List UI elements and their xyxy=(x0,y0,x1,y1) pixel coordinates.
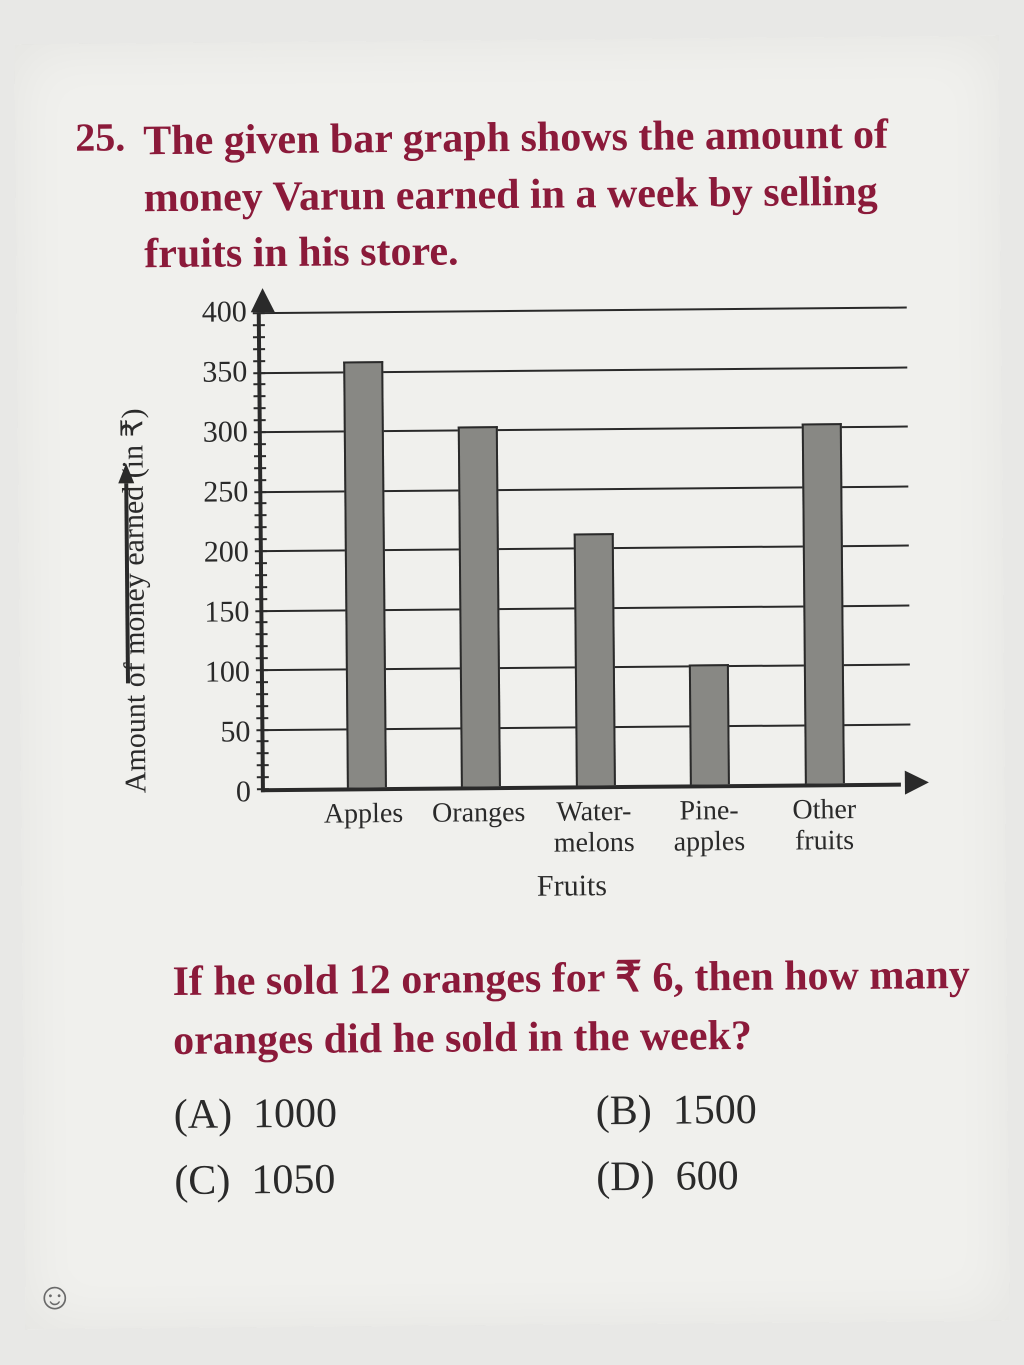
bar xyxy=(343,361,387,787)
minor-tick xyxy=(255,586,267,588)
minor-tick xyxy=(253,360,265,362)
minor-tick xyxy=(255,514,267,516)
x-axis-label: Fruits xyxy=(537,869,607,904)
bar xyxy=(689,664,730,784)
option-a-value: 1000 xyxy=(253,1090,337,1137)
minor-tick xyxy=(255,610,267,612)
x-axis-arrow-icon xyxy=(905,770,929,794)
y-tick: 150 xyxy=(204,595,249,629)
minor-tick xyxy=(254,431,266,433)
minor-tick xyxy=(256,729,268,731)
y-tick: 250 xyxy=(203,475,248,509)
minor-tick xyxy=(254,443,266,445)
option-c-value: 1050 xyxy=(251,1156,335,1203)
minor-tick xyxy=(256,741,268,743)
option-a[interactable]: (A) 1000 xyxy=(174,1087,556,1138)
option-c[interactable]: (C) 1050 xyxy=(174,1153,556,1204)
x-label: Apples xyxy=(324,799,404,830)
minor-tick xyxy=(257,788,269,790)
minor-tick xyxy=(253,312,265,314)
smiley-icon: ☺ xyxy=(35,1275,74,1319)
x-tick-labels: ApplesOrangesWater-melonsPine-applesOthe… xyxy=(261,795,901,801)
y-tick-labels: 050100150200250300350400 xyxy=(187,312,251,793)
option-a-label: (A) xyxy=(174,1091,233,1138)
x-label: Otherfruits xyxy=(792,795,856,857)
y-axis-arrow-icon xyxy=(251,288,275,312)
minor-tick xyxy=(253,395,265,397)
minor-tick xyxy=(255,574,267,576)
minor-tick xyxy=(256,705,268,707)
minor-tick xyxy=(255,538,267,540)
y-axis-label-group: Amount of money earned (in ₹) xyxy=(97,363,140,753)
question-text: The given bar graph shows the amount of … xyxy=(143,106,970,283)
minor-tick xyxy=(254,503,266,505)
y-tick: 350 xyxy=(202,355,247,389)
minor-tick xyxy=(257,764,269,766)
minor-tick xyxy=(255,598,267,600)
chart-container: Amount of money earned (in ₹) 0501001502… xyxy=(147,306,931,793)
x-label: Pine-apples xyxy=(673,796,745,858)
option-d[interactable]: (D) 600 xyxy=(596,1150,978,1201)
plot-area xyxy=(257,307,901,793)
y-axis-label: Amount of money earned (in ₹) xyxy=(115,391,154,811)
minor-tick xyxy=(256,681,268,683)
x-label: Water-melons xyxy=(553,797,634,859)
y-tick: 400 xyxy=(202,295,247,329)
gridline xyxy=(261,307,907,315)
minor-tick xyxy=(254,455,266,457)
minor-tick xyxy=(255,622,267,624)
option-b-label: (B) xyxy=(596,1087,652,1133)
bar xyxy=(458,426,501,786)
minor-tick xyxy=(253,348,265,350)
minor-tick xyxy=(256,633,268,635)
minor-tick xyxy=(254,467,266,469)
minor-tick xyxy=(253,336,265,338)
minor-tick xyxy=(253,372,265,374)
minor-tick xyxy=(255,526,267,528)
option-d-value: 600 xyxy=(675,1153,738,1200)
bar xyxy=(573,533,615,785)
question-number: 25. xyxy=(75,113,125,161)
y-tick: 0 xyxy=(236,775,251,809)
y-tick: 200 xyxy=(204,535,249,569)
minor-tick xyxy=(253,384,265,386)
minor-tick xyxy=(257,776,269,778)
minor-tick xyxy=(254,491,266,493)
minor-tick xyxy=(256,669,268,671)
option-d-label: (D) xyxy=(596,1153,655,1200)
minor-tick xyxy=(255,550,267,552)
bar-chart: 050100150200250300350400 ApplesOrangesWa… xyxy=(257,307,901,793)
y-tick: 100 xyxy=(205,655,250,689)
question-row: 25. The given bar graph shows the amount… xyxy=(75,106,970,284)
minor-tick xyxy=(256,645,268,647)
minor-tick xyxy=(254,407,266,409)
x-label: Oranges xyxy=(432,798,526,830)
minor-tick xyxy=(254,419,266,421)
minor-tick xyxy=(253,324,265,326)
minor-tick xyxy=(254,479,266,481)
minor-tick xyxy=(257,752,269,754)
y-tick: 300 xyxy=(203,415,248,449)
option-b[interactable]: (B) 1500 xyxy=(596,1084,978,1135)
y-tick: 50 xyxy=(220,715,250,749)
options-grid: (A) 1000 (B) 1500 (C) 1050 (D) 600 xyxy=(174,1084,979,1205)
minor-tick xyxy=(255,562,267,564)
option-c-label: (C) xyxy=(174,1157,230,1203)
option-b-value: 1500 xyxy=(673,1087,757,1134)
minor-tick xyxy=(256,657,268,659)
minor-tick xyxy=(256,693,268,695)
sub-question-text: If he sold 12 oranges for ₹ 6, then how … xyxy=(172,946,977,1071)
y-label-arrow-head-icon xyxy=(118,463,134,483)
bar xyxy=(801,423,844,783)
page: 25. The given bar graph shows the amount… xyxy=(14,36,1009,1330)
minor-tick xyxy=(256,717,268,719)
